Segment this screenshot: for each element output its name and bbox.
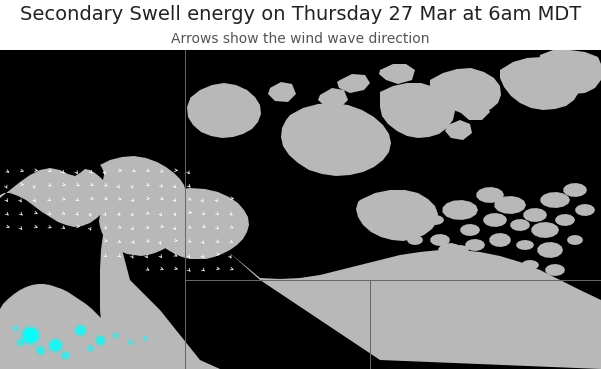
Text: Arrows show the wind wave direction: Arrows show the wind wave direction: [171, 32, 430, 46]
Text: Secondary Swell energy on Thursday 27 Mar at 6am MDT: Secondary Swell energy on Thursday 27 Ma…: [20, 6, 581, 24]
